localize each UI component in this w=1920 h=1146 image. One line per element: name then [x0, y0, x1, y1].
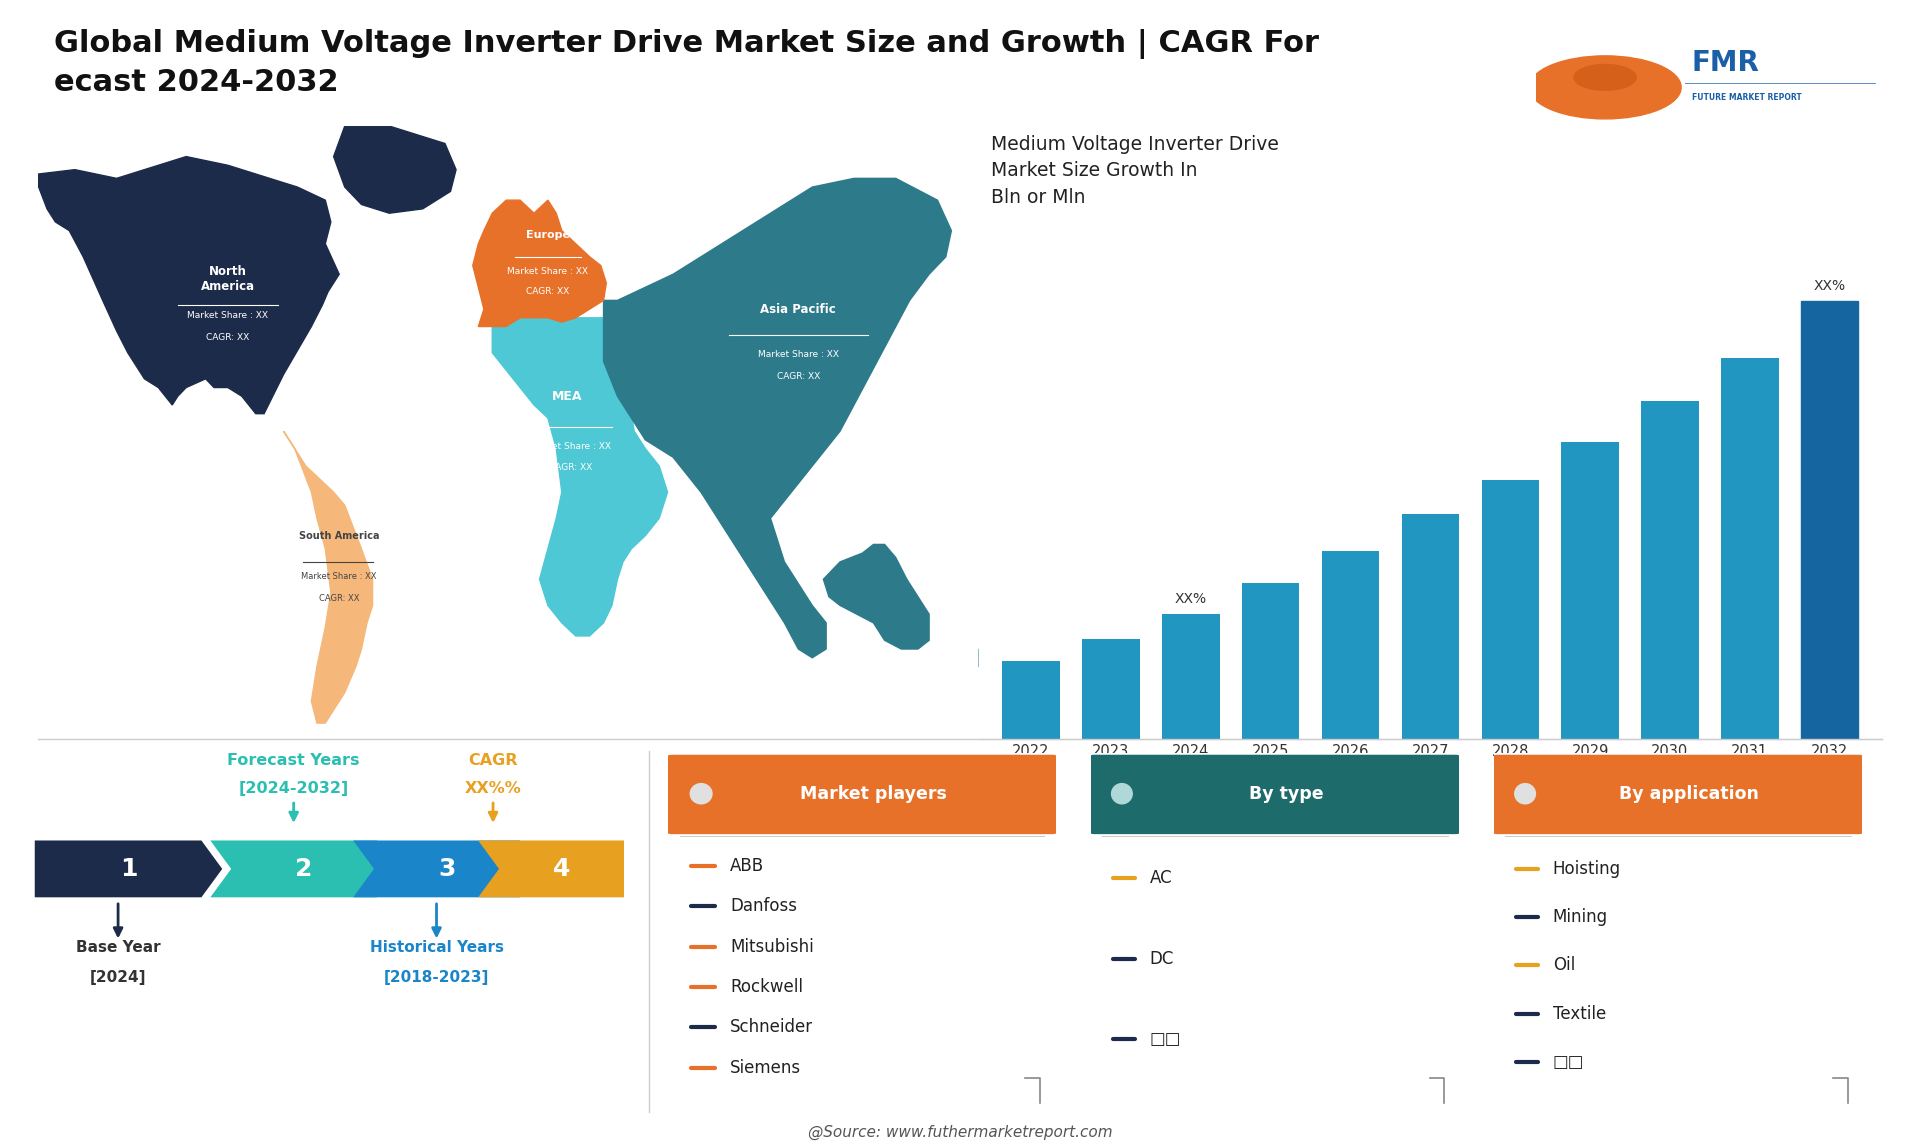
Text: 3: 3	[438, 857, 455, 881]
Text: Market Share : XX: Market Share : XX	[507, 267, 588, 276]
Text: 4: 4	[553, 857, 570, 881]
Text: Medium Voltage Inverter Drive
Market Size Growth In
Bln or Mln: Medium Voltage Inverter Drive Market Siz…	[991, 135, 1279, 206]
Text: Textile: Textile	[1553, 1005, 1605, 1022]
Text: [2024]: [2024]	[90, 970, 146, 984]
FancyBboxPatch shape	[662, 755, 1062, 834]
Bar	[1801, 301, 1859, 739]
Text: Base Year: Base Year	[75, 941, 161, 956]
Text: MEA: MEA	[553, 390, 582, 402]
Text: □□: □□	[1553, 1053, 1584, 1072]
Text: Historical Years: Historical Years	[369, 941, 503, 956]
Polygon shape	[979, 649, 991, 675]
Text: Hoisting: Hoisting	[1553, 860, 1620, 878]
Text: Market Share : XX: Market Share : XX	[301, 572, 376, 581]
Polygon shape	[353, 840, 541, 897]
Text: XX%: XX%	[1814, 280, 1845, 293]
Polygon shape	[492, 317, 668, 636]
Text: Europe: Europe	[526, 230, 570, 240]
Text: South America: South America	[300, 531, 380, 541]
Bar	[1402, 513, 1459, 739]
Text: Market Share : XX: Market Share : XX	[188, 311, 269, 320]
Polygon shape	[284, 431, 372, 723]
Text: XX%: XX%	[1175, 592, 1208, 606]
Text: Danfoss: Danfoss	[730, 897, 797, 916]
Circle shape	[1112, 784, 1133, 803]
Text: CAGR: XX: CAGR: XX	[205, 332, 250, 342]
Text: Market Share : XX: Market Share : XX	[758, 350, 839, 359]
Text: AC: AC	[1150, 869, 1173, 887]
Text: XX%%: XX%%	[465, 780, 522, 795]
Text: [2018-2023]: [2018-2023]	[384, 970, 490, 984]
Text: Global Medium Voltage Inverter Drive Market Size and Growth | CAGR For
ecast 202: Global Medium Voltage Inverter Drive Mar…	[54, 29, 1319, 97]
Text: CAGR: XX: CAGR: XX	[549, 463, 591, 472]
Text: 1: 1	[119, 857, 136, 881]
Text: CAGR: XX: CAGR: XX	[319, 594, 359, 603]
Text: By application: By application	[1619, 785, 1759, 802]
Text: CAGR: XX: CAGR: XX	[778, 371, 820, 380]
Text: Forecast Years: Forecast Years	[227, 753, 359, 768]
Text: Market Share : XX: Market Share : XX	[530, 441, 611, 450]
FancyBboxPatch shape	[1490, 749, 1866, 1117]
FancyBboxPatch shape	[1087, 749, 1463, 1117]
Bar	[1242, 583, 1300, 739]
Bar	[1561, 442, 1619, 739]
Text: DC: DC	[1150, 950, 1173, 968]
Text: CAGR: CAGR	[468, 753, 518, 768]
Circle shape	[1574, 64, 1636, 91]
Polygon shape	[824, 544, 929, 649]
Circle shape	[1515, 784, 1536, 803]
FancyBboxPatch shape	[1085, 755, 1465, 834]
Polygon shape	[603, 179, 952, 658]
Polygon shape	[478, 840, 645, 897]
Bar	[1482, 479, 1540, 739]
Text: Schneider: Schneider	[730, 1019, 814, 1036]
Text: North
America: North America	[202, 265, 255, 292]
Text: Asia Pacific: Asia Pacific	[760, 303, 837, 315]
Text: @Source: www.futhermarketreport.com: @Source: www.futhermarketreport.com	[808, 1125, 1112, 1140]
Text: Siemens: Siemens	[730, 1059, 801, 1076]
Polygon shape	[472, 201, 607, 327]
Bar	[1002, 661, 1060, 739]
Bar	[1083, 639, 1140, 739]
Text: [2024-2032]: [2024-2032]	[238, 780, 349, 795]
Text: Rockwell: Rockwell	[730, 978, 803, 996]
Bar	[1642, 401, 1699, 739]
Text: 2: 2	[296, 857, 313, 881]
Bar	[1162, 614, 1219, 739]
Polygon shape	[211, 840, 397, 897]
Text: □□: □□	[1150, 1030, 1181, 1049]
Bar	[1321, 551, 1379, 739]
Polygon shape	[334, 126, 457, 213]
FancyBboxPatch shape	[664, 749, 1060, 1117]
Text: Mining: Mining	[1553, 908, 1607, 926]
Text: CAGR: XX: CAGR: XX	[526, 286, 570, 296]
Text: ABB: ABB	[730, 857, 764, 876]
Circle shape	[691, 784, 712, 803]
Text: Mitsubishi: Mitsubishi	[730, 937, 814, 956]
Polygon shape	[38, 157, 340, 414]
Text: Oil: Oil	[1553, 956, 1574, 974]
Text: By type: By type	[1248, 785, 1323, 802]
Text: FUTURE MARKET REPORT: FUTURE MARKET REPORT	[1692, 93, 1801, 102]
Text: FMR: FMR	[1692, 49, 1759, 77]
Circle shape	[1528, 56, 1682, 119]
FancyBboxPatch shape	[1488, 755, 1868, 834]
Text: Market players: Market players	[801, 785, 947, 802]
Polygon shape	[35, 840, 223, 897]
Bar	[1720, 358, 1778, 739]
